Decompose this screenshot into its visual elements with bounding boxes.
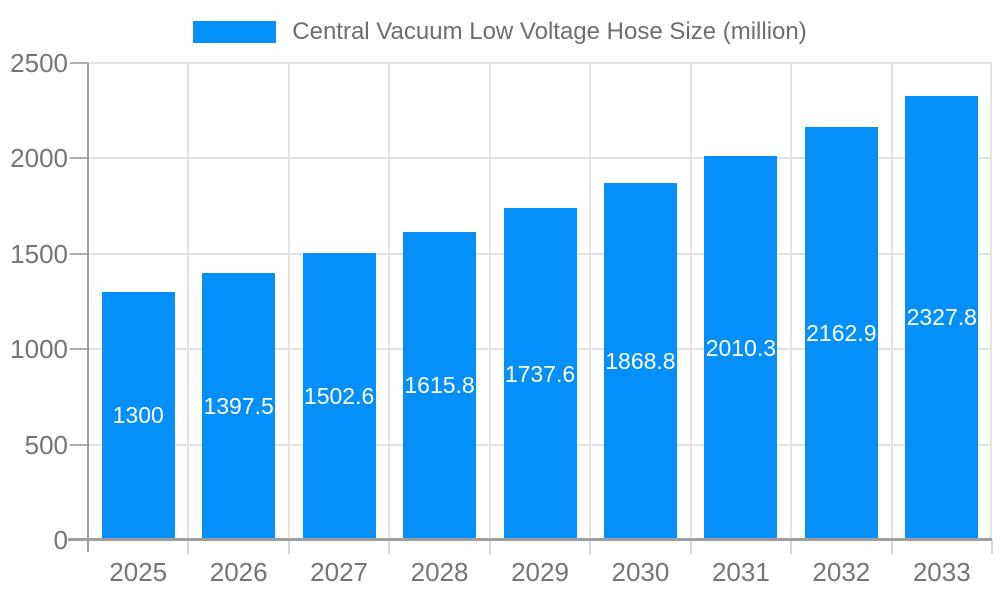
bar-value-label: 2327.8 (906, 304, 977, 331)
y-tick-label: 1500 (10, 238, 68, 269)
bar-value-label: 1300 (112, 402, 164, 429)
x-tick-label: 2033 (912, 557, 971, 587)
gridline-vertical (790, 63, 793, 540)
bar-value-label: 2162.9 (806, 320, 877, 347)
gridline-vertical (187, 63, 190, 540)
x-axis-tick (589, 540, 592, 554)
y-tick-label: 2500 (10, 48, 68, 78)
x-tick-label: 2032 (812, 557, 871, 587)
bar: 1868.8 (603, 183, 677, 540)
bar: 1300 (101, 291, 175, 540)
bar-value-label: 1737.6 (504, 360, 576, 387)
legend-swatch (193, 21, 277, 43)
y-axis-tick (70, 62, 88, 64)
gridline-vertical (589, 63, 592, 540)
bar: 1737.6 (503, 208, 577, 540)
x-tick-label: 2030 (611, 557, 670, 587)
legend-label: Central Vacuum Low Voltage Hose Size (mi… (292, 18, 807, 45)
x-tick-label: 2031 (711, 557, 770, 587)
y-tick-label: 2000 (10, 143, 68, 174)
bar: 1502.6 (302, 253, 376, 540)
gridline-vertical (689, 63, 692, 540)
bar: 2010.3 (704, 156, 778, 540)
bar: 2327.8 (905, 95, 979, 540)
bar: 1615.8 (403, 231, 477, 540)
x-tick-label: 2027 (310, 557, 369, 587)
bar-value-label: 1502.6 (303, 383, 375, 410)
x-axis-tick (388, 540, 391, 554)
x-tick-label: 2029 (511, 557, 569, 587)
x-tick-label: 2028 (410, 557, 469, 587)
bar-value-label: 1868.8 (605, 348, 676, 375)
x-tick-label: 2026 (209, 557, 268, 587)
gridline-vertical (287, 63, 290, 540)
y-tick-label: 0 (53, 525, 68, 555)
gridline-vertical (890, 63, 893, 540)
gridline-vertical (388, 63, 391, 540)
bar-value-label: 1397.5 (203, 393, 274, 420)
bar-value-label: 2010.3 (705, 334, 777, 361)
gridline-vertical (488, 63, 491, 540)
chart-legend: Central Vacuum Low Voltage Hose Size (mi… (0, 14, 1000, 50)
x-axis-tick (187, 540, 190, 554)
plot-area: 0 500 1000 1500 2000 2500 1300 2025 1397.5 2026 15… (10, 49, 993, 587)
x-tick-label: 2025 (109, 557, 168, 587)
bar: 2162.9 (804, 127, 878, 540)
y-tick-label: 1000 (10, 334, 68, 365)
bar: 1397.5 (202, 273, 276, 540)
y-axis-tick (70, 157, 88, 160)
x-axis-tick (790, 540, 793, 554)
x-axis-tick (991, 540, 993, 554)
gridline-horizontal (88, 62, 992, 64)
y-axis-tick (70, 348, 88, 351)
gridline-vertical (990, 63, 992, 540)
y-axis-tick (70, 252, 88, 255)
x-axis-tick (488, 540, 491, 554)
x-axis-tick (287, 540, 290, 554)
bar-value-label: 1615.8 (404, 372, 475, 399)
x-axis-tick (890, 540, 893, 554)
y-tick-label: 500 (24, 429, 68, 460)
y-axis-tick (70, 443, 88, 446)
gridline-horizontal (88, 157, 992, 160)
y-axis-line (87, 63, 89, 552)
x-axis-line (68, 538, 992, 541)
x-axis-tick (689, 540, 692, 554)
